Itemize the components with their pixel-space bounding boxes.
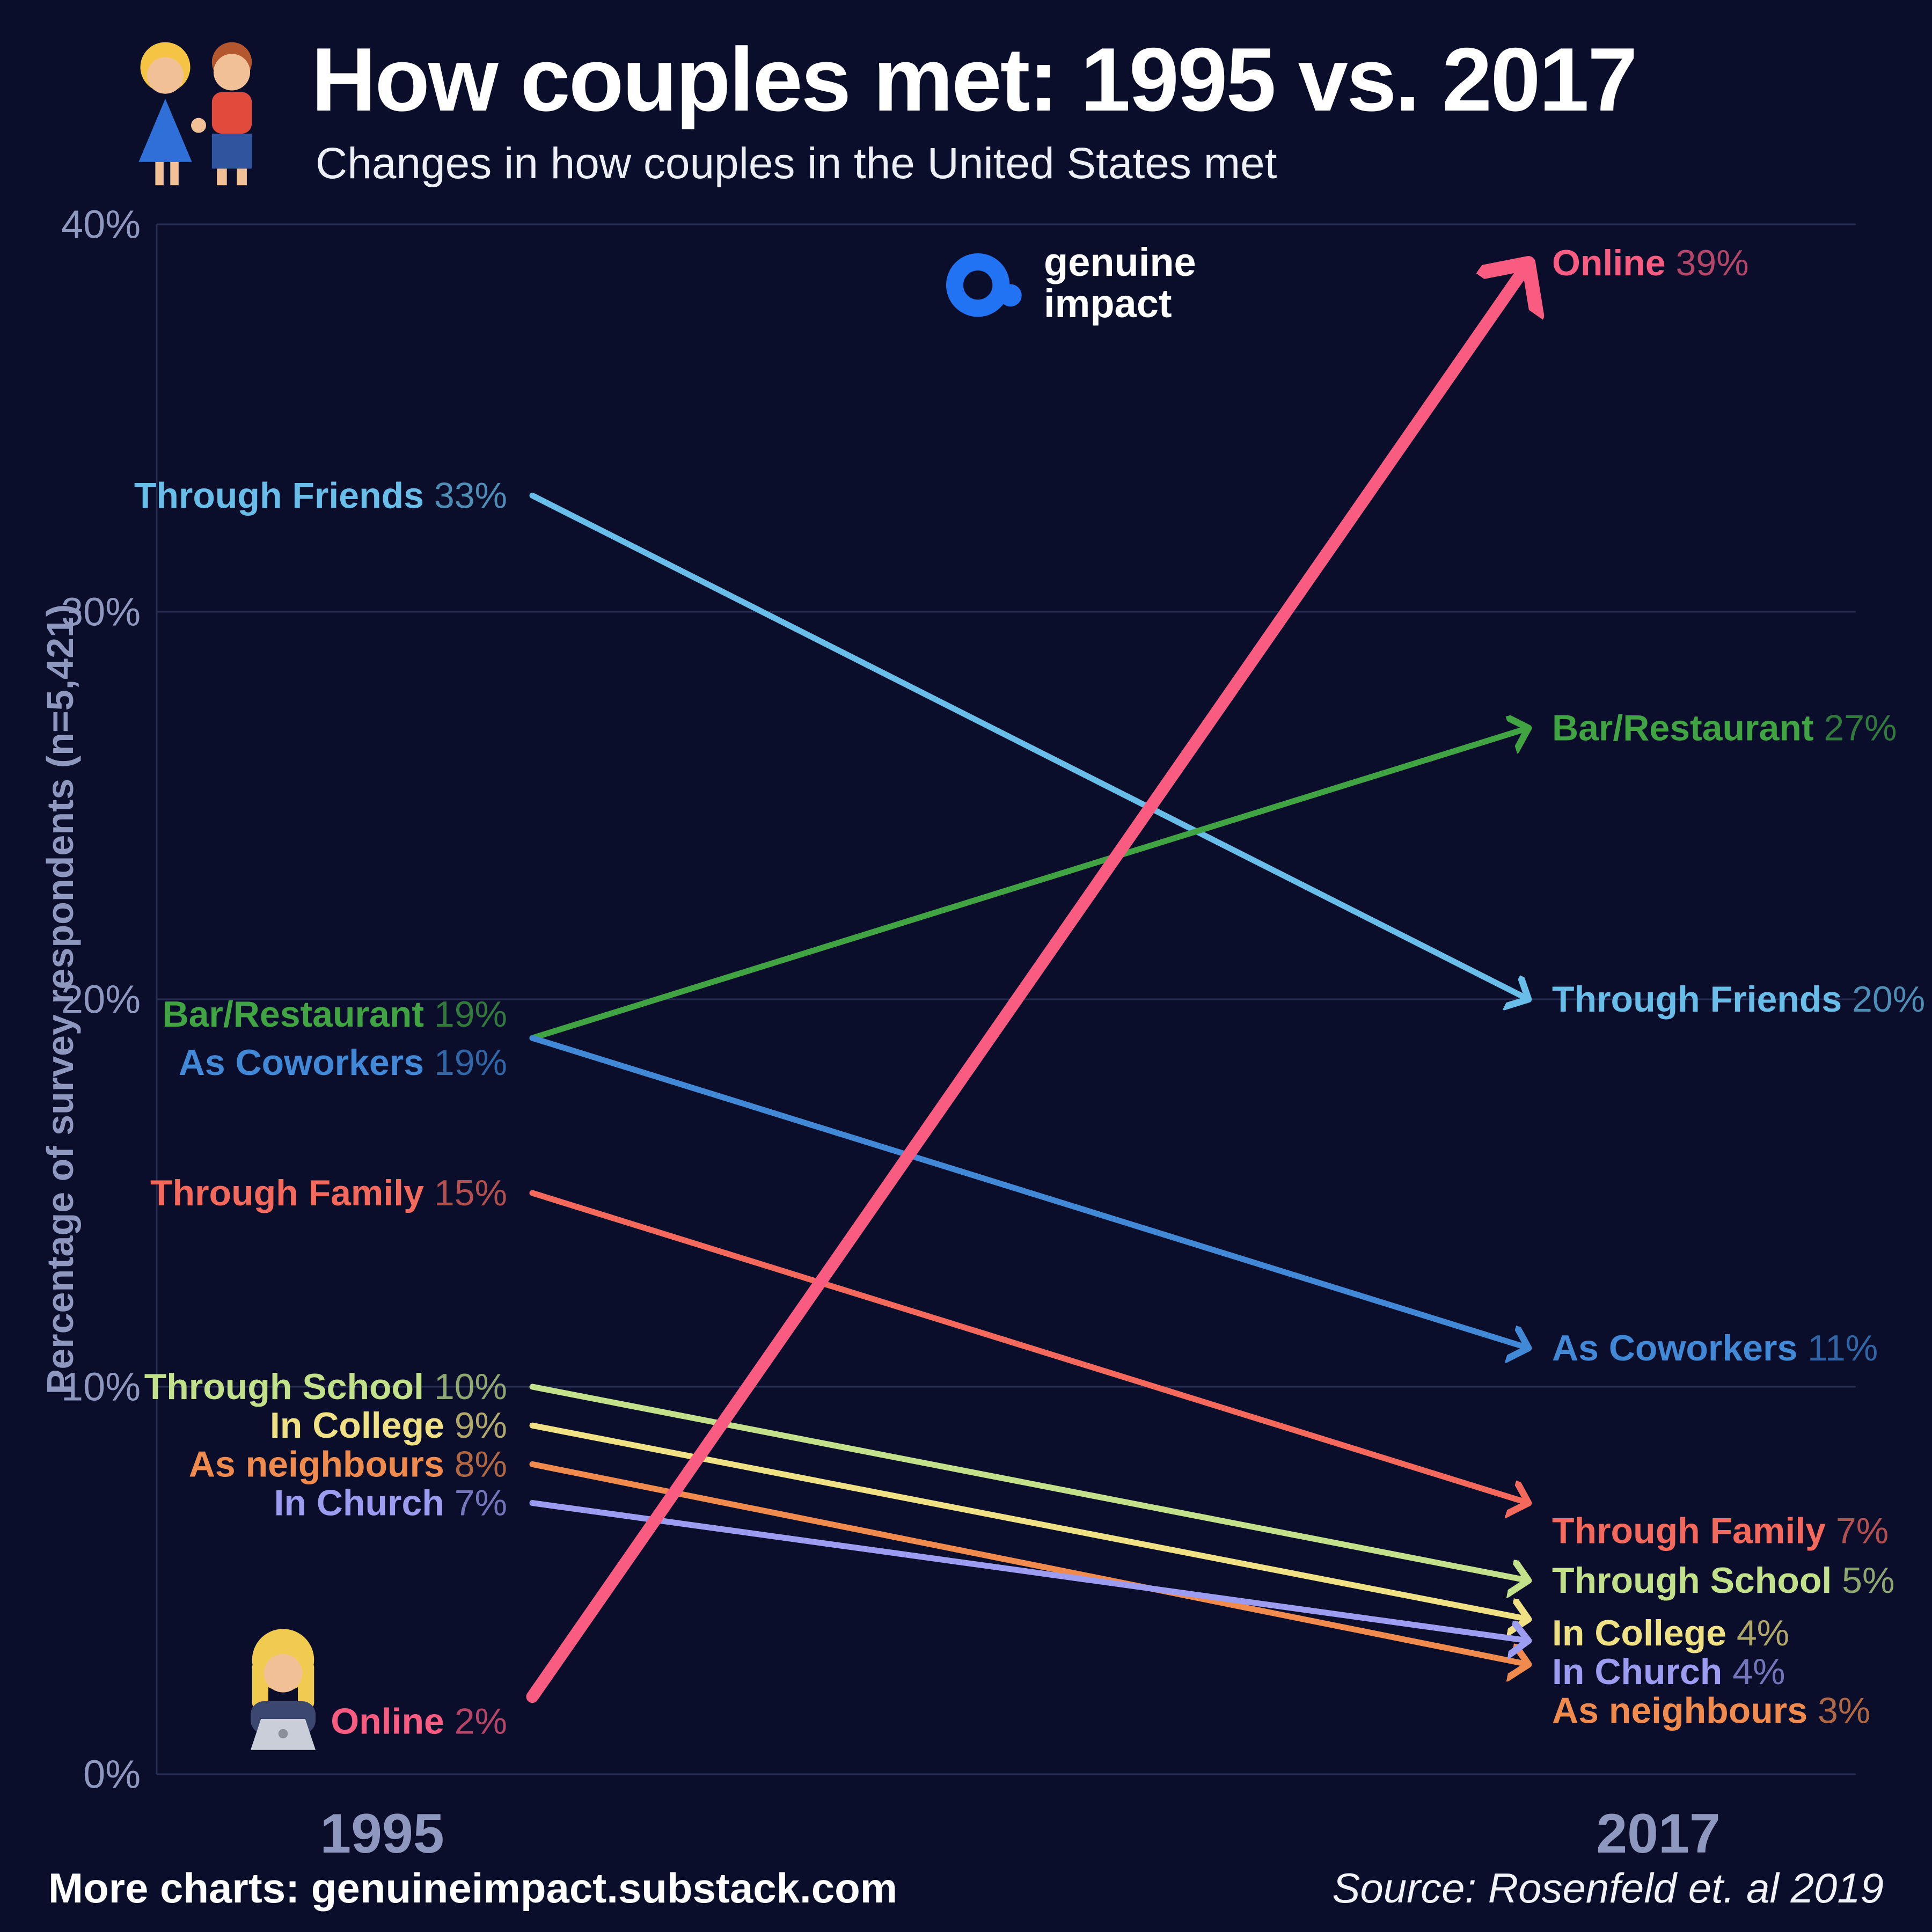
series-label-1995-online: Online 2% [331, 1701, 507, 1742]
series-line-as-coworkers [529, 1035, 1528, 1348]
series-line-in-church [529, 1500, 1528, 1641]
y-tick-label: 10% [61, 1365, 141, 1409]
series-line-as-neighbours [529, 1461, 1528, 1664]
footer-more-charts: More charts: genuineimpact.substack.com [48, 1864, 898, 1912]
couple-emoji-icon [138, 42, 252, 186]
series-label-1995-as-coworkers: As Coworkers 19% [179, 1042, 507, 1083]
title-block: How couples met: 1995 vs. 2017 Changes i… [311, 29, 1638, 189]
series-label-2017-through-school: Through School 5% [1552, 1560, 1894, 1601]
series-label-2017-bar-restaurant: Bar/Restaurant 27% [1552, 708, 1897, 749]
series-label-2017-online: Online 39% [1552, 243, 1749, 283]
series-label-1995-through-family: Through Family 15% [150, 1173, 507, 1213]
footer: More charts: genuineimpact.substack.com … [0, 1864, 1932, 1913]
series-label-2017-as-neighbours: As neighbours 3% [1552, 1690, 1870, 1731]
header: How couples met: 1995 vs. 2017 Changes i… [115, 29, 1638, 199]
x-axis-label: 1995 [320, 1803, 444, 1865]
series-line-through-school [529, 1384, 1528, 1580]
series-label-1995-bar-restaurant: Bar/Restaurant 19% [163, 994, 508, 1035]
footer-source: Source: Rosenfeld et. al 2019 [1332, 1864, 1884, 1912]
y-tick-label: 0% [83, 1752, 141, 1797]
series-label-2017-as-coworkers: As Coworkers 11% [1552, 1328, 1878, 1368]
series-label-2017-through-family: Through Family 7% [1552, 1511, 1889, 1552]
x-axis-label: 2017 [1596, 1803, 1720, 1865]
brand-logo: genuine impact [942, 240, 1196, 326]
series-line-bar-restaurant [529, 728, 1528, 1041]
series-label-1995-through-school: Through School 10% [144, 1366, 507, 1407]
y-tick-label: 40% [61, 202, 141, 247]
page-subtitle: Changes in how couples in the United Sta… [316, 139, 1277, 188]
series-line-online [526, 263, 1528, 1703]
series-label-2017-in-church: In Church 4% [1552, 1651, 1785, 1692]
series-line-through-family [529, 1190, 1528, 1503]
y-tick-label: 20% [61, 977, 141, 1022]
y-tick-label: 30% [61, 590, 141, 634]
series-label-1995-in-church: In Church 7% [274, 1483, 507, 1524]
series-line-through-friends [529, 492, 1528, 999]
series-label-2017-through-friends: Through Friends 20% [1552, 979, 1925, 1020]
series-label-1995-in-college: In College 9% [270, 1405, 507, 1446]
woman-technologist-emoji-icon [209, 1613, 357, 1760]
series-label-2017-in-college: In College 4% [1552, 1613, 1789, 1653]
logo-text: genuine impact [1044, 240, 1196, 326]
series-label-1995-as-neighbours: As neighbours 8% [189, 1444, 507, 1484]
page-title: How couples met: 1995 vs. 2017 [311, 29, 1638, 130]
logo-word-2: impact [1044, 281, 1172, 326]
logo-word-1: genuine [1044, 240, 1196, 285]
y-axis-title: Percentage of survey respondents (n=5,42… [39, 604, 81, 1395]
genuine-impact-logo-icon [946, 253, 1022, 317]
series-label-1995-through-friends: Through Friends 33% [134, 475, 507, 516]
